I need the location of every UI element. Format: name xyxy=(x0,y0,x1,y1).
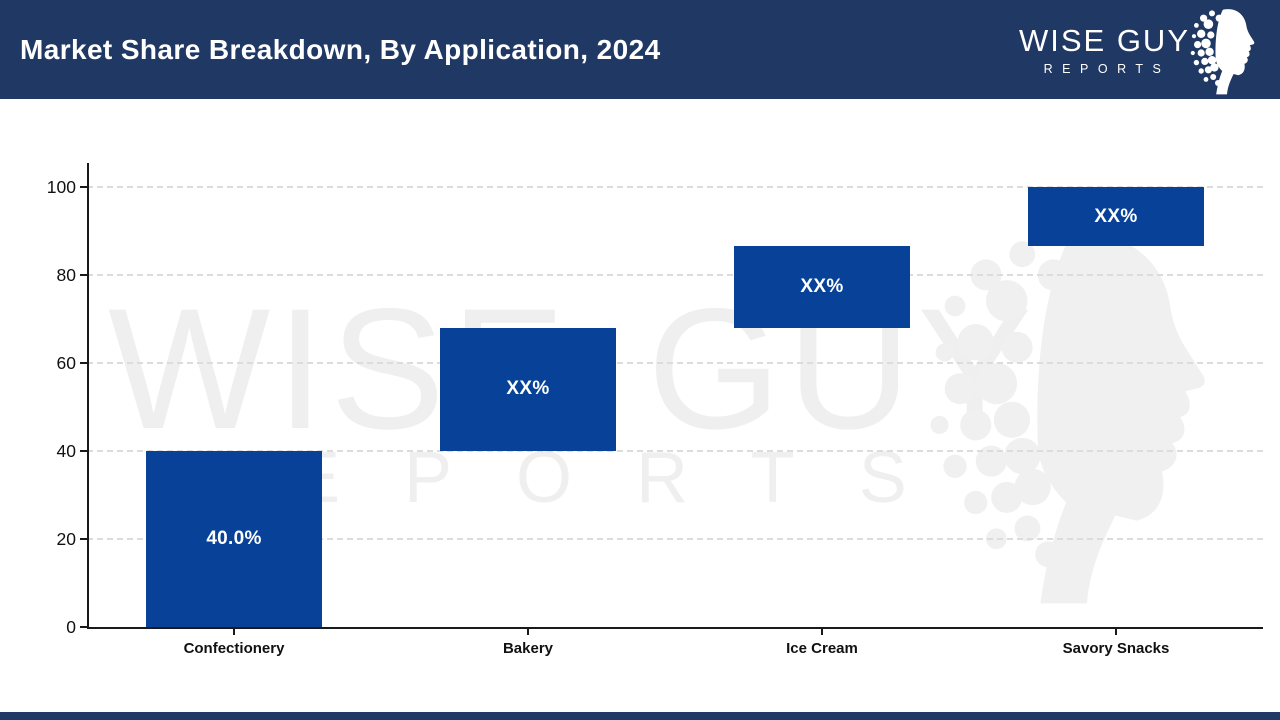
logo-subtitle: REPORTS xyxy=(1043,62,1171,76)
ytick-60 xyxy=(80,362,87,364)
ytick-label-40: 40 xyxy=(56,441,76,461)
bar-bakery: XX% xyxy=(440,327,616,451)
bar-ice-cream: XX% xyxy=(734,246,910,328)
xtick-label-1: Confectionery xyxy=(183,640,285,657)
logo-wordmark: WISE GUY xyxy=(1018,23,1190,58)
ytick-label-60: 60 xyxy=(56,353,76,373)
bar-confectionery: 40.0% xyxy=(146,451,322,627)
ytick-0 xyxy=(80,626,87,628)
footer-bar xyxy=(0,712,1280,720)
xtick-label-4: Savory Snacks xyxy=(1062,640,1170,657)
gridline-20 xyxy=(87,538,1263,540)
bar-value-label: XX% xyxy=(800,276,844,298)
ytick-40 xyxy=(80,450,87,452)
bar-value-label: XX% xyxy=(1094,205,1138,227)
logo-text: WISE GUY REPORTS xyxy=(1019,23,1190,76)
bar-value-label: XX% xyxy=(506,378,550,400)
ytick-label-20: 20 xyxy=(56,529,76,549)
ytick-label-80: 80 xyxy=(56,265,76,285)
wise-guy-logo: WISE GUY REPORTS xyxy=(1019,5,1266,95)
ytick-label-100: 100 xyxy=(46,177,76,197)
gridline-60 xyxy=(87,362,1263,364)
xtick-3 xyxy=(821,629,823,635)
xtick-label-3: Ice Cream xyxy=(786,640,858,657)
xtick-4 xyxy=(1115,629,1117,635)
xtick-label-2: Bakery xyxy=(502,640,554,657)
gridline-80 xyxy=(87,274,1263,276)
ytick-80 xyxy=(80,274,87,276)
xtick-2 xyxy=(527,629,529,635)
ytick-20 xyxy=(80,538,87,540)
dotted-head-icon xyxy=(1182,5,1266,95)
gridline-40 xyxy=(87,450,1263,452)
x-axis-spine xyxy=(87,627,1263,629)
y-axis-spine xyxy=(87,162,89,629)
gridline-100 xyxy=(87,186,1263,188)
watermark-head-icon xyxy=(918,218,1230,606)
header-bar: Market Share Breakdown, By Application, … xyxy=(0,0,1280,99)
ytick-100 xyxy=(80,186,87,188)
xtick-1 xyxy=(233,629,235,635)
bar-value-label: 40.0% xyxy=(206,528,262,549)
page-title: Market Share Breakdown, By Application, … xyxy=(20,33,661,65)
bar-savory-snacks: XX% xyxy=(1028,187,1204,247)
ytick-label-0: 0 xyxy=(66,617,76,637)
